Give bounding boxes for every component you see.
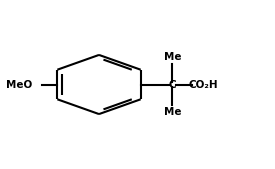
Text: MeO: MeO [6, 79, 32, 90]
Text: Me: Me [164, 52, 181, 62]
Text: CO₂H: CO₂H [189, 79, 218, 90]
Text: Me: Me [164, 107, 181, 117]
Text: C: C [169, 79, 176, 90]
